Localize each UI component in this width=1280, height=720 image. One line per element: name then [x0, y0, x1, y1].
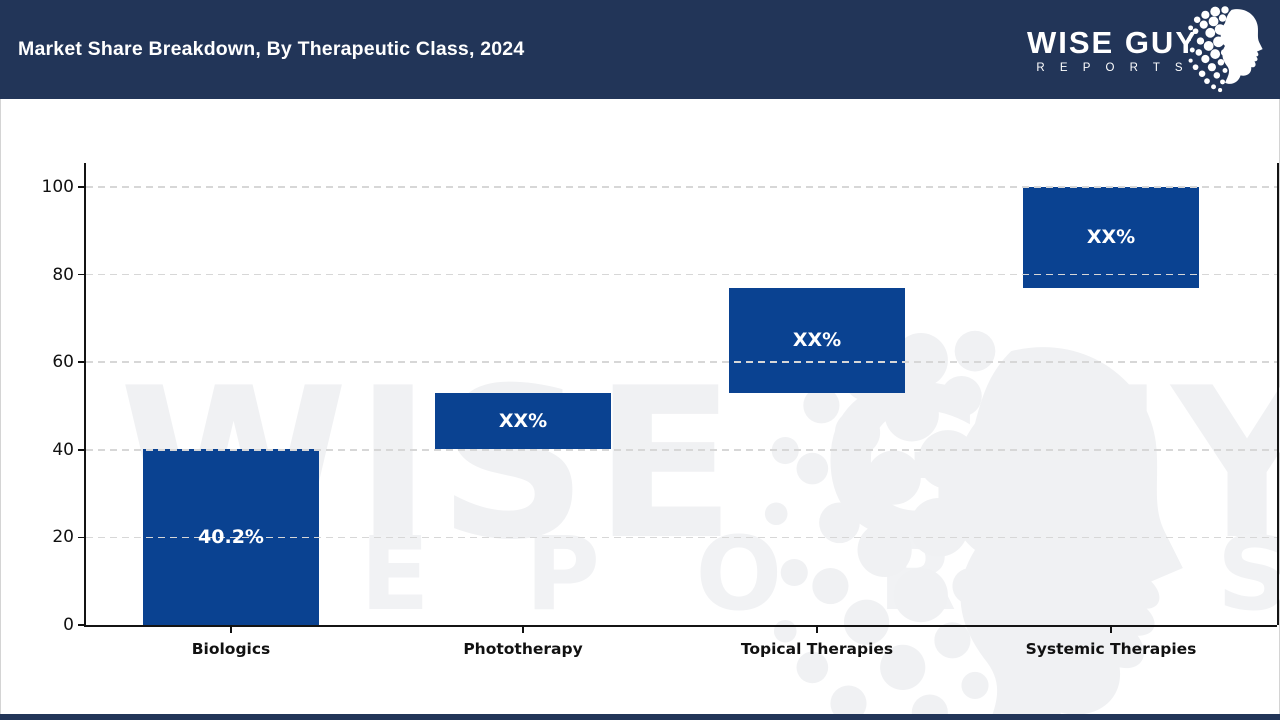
brand-logo: WISE GUY R E P O R T S	[1027, 5, 1280, 95]
bottom-border	[0, 714, 1280, 720]
logo-wordmark: WISE GUY	[1026, 25, 1198, 60]
watermark-head-icon	[749, 324, 1201, 720]
logo-subtext: R E P O R T S	[1036, 62, 1189, 74]
header-bar: Market Share Breakdown, By Therapeutic C…	[0, 0, 1280, 99]
chart-canvas: WISE GUY R E P O R T S	[0, 99, 1280, 714]
logo-text: WISE GUY R E P O R T S	[1027, 25, 1198, 74]
chart-title: Market Share Breakdown, By Therapeutic C…	[18, 38, 525, 60]
